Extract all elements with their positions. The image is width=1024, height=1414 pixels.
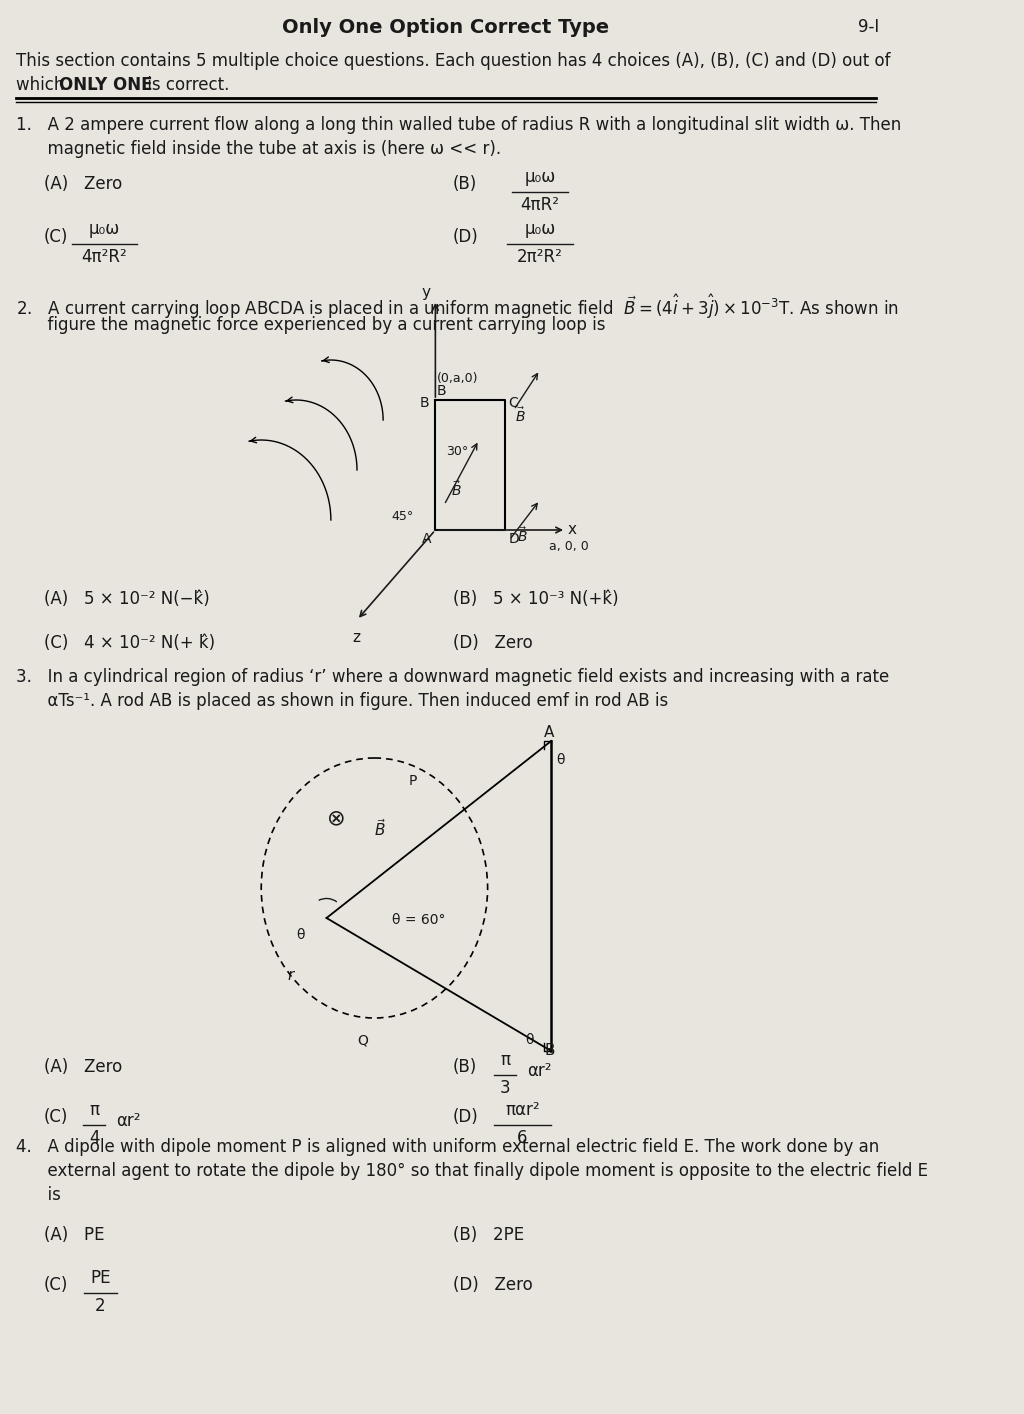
- Text: Only One Option Correct Type: Only One Option Correct Type: [283, 18, 609, 37]
- Text: $\vec{B}$: $\vec{B}$: [451, 479, 462, 499]
- Text: magnetic field inside the tube at axis is (here ω << r).: magnetic field inside the tube at axis i…: [15, 140, 501, 158]
- Text: (0,a,0): (0,a,0): [437, 372, 478, 385]
- Text: (A)   Zero: (A) Zero: [44, 175, 122, 192]
- Text: (B)   5 × 10⁻³ N(+k̂): (B) 5 × 10⁻³ N(+k̂): [453, 590, 618, 608]
- Text: ⊗: ⊗: [327, 807, 345, 829]
- Text: (B)   2PE: (B) 2PE: [453, 1226, 524, 1244]
- Text: 3: 3: [500, 1079, 510, 1097]
- Text: (C): (C): [44, 1275, 68, 1294]
- Text: αr²: αr²: [526, 1062, 551, 1080]
- Text: B: B: [437, 385, 446, 397]
- Text: This section contains 5 multiple choice questions. Each question has 4 choices (: This section contains 5 multiple choice …: [15, 52, 890, 71]
- Text: PE: PE: [90, 1268, 111, 1287]
- Text: παr²: παr²: [505, 1102, 540, 1118]
- Text: A: A: [422, 532, 431, 546]
- Text: (A)   Zero: (A) Zero: [44, 1058, 122, 1076]
- Text: external agent to rotate the dipole by 180° so that finally dipole moment is opp: external agent to rotate the dipole by 1…: [15, 1162, 928, 1181]
- Text: a, 0, 0: a, 0, 0: [549, 540, 589, 553]
- Text: 30°: 30°: [445, 445, 468, 458]
- Text: (C): (C): [44, 228, 68, 246]
- Text: y: y: [422, 286, 430, 300]
- Text: (A)   5 × 10⁻² N(−k̂): (A) 5 × 10⁻² N(−k̂): [44, 590, 209, 608]
- Text: $\vec{B}$: $\vec{B}$: [375, 819, 387, 839]
- Text: B: B: [544, 1044, 555, 1058]
- Text: (B): (B): [453, 175, 477, 192]
- Text: is correct.: is correct.: [142, 76, 229, 93]
- Text: (A)   PE: (A) PE: [44, 1226, 104, 1244]
- Text: 2.   A current carrying loop ABCDA is placed in a uniform magnetic field  $\vec{: 2. A current carrying loop ABCDA is plac…: [15, 293, 899, 321]
- Text: Q: Q: [357, 1034, 368, 1046]
- Text: which: which: [15, 76, 70, 93]
- Text: (B): (B): [453, 1058, 477, 1076]
- Text: 9-I: 9-I: [858, 18, 880, 35]
- Text: 4π²R²: 4π²R²: [82, 247, 127, 266]
- Text: $\vec{B}$: $\vec{B}$: [517, 526, 528, 544]
- Text: π: π: [89, 1102, 99, 1118]
- Text: μ₀ω: μ₀ω: [524, 221, 555, 238]
- Text: 4: 4: [89, 1128, 99, 1147]
- Text: is: is: [15, 1186, 60, 1203]
- Text: (D): (D): [453, 1109, 478, 1126]
- Text: θ: θ: [525, 1034, 534, 1046]
- Text: 2: 2: [95, 1297, 105, 1315]
- Text: ONLY ONE: ONLY ONE: [59, 76, 153, 93]
- Text: θ: θ: [556, 754, 565, 766]
- Text: $\vec{B}$: $\vec{B}$: [515, 406, 526, 424]
- Text: θ: θ: [296, 928, 304, 942]
- Text: z: z: [352, 631, 360, 645]
- Text: 4πR²: 4πR²: [520, 197, 559, 214]
- Text: 2π²R²: 2π²R²: [517, 247, 563, 266]
- Text: 45°: 45°: [392, 510, 414, 523]
- Text: C: C: [509, 396, 518, 410]
- Text: A: A: [544, 725, 555, 740]
- Text: αr²: αr²: [116, 1111, 140, 1130]
- Text: D: D: [509, 532, 519, 546]
- Text: 3.   In a cylindrical region of radius ‘r’ where a downward magnetic field exist: 3. In a cylindrical region of radius ‘r’…: [15, 667, 889, 686]
- Text: 1.   A 2 ampere current flow along a long thin walled tube of radius R with a lo: 1. A 2 ampere current flow along a long …: [15, 116, 901, 134]
- Text: (D)   Zero: (D) Zero: [453, 633, 532, 652]
- Text: P: P: [409, 773, 417, 788]
- Text: π: π: [500, 1051, 510, 1069]
- Text: μ₀ω: μ₀ω: [89, 221, 120, 238]
- Text: (C): (C): [44, 1109, 68, 1126]
- Text: (D): (D): [453, 228, 478, 246]
- Text: x: x: [567, 522, 577, 537]
- Text: μ₀ω: μ₀ω: [524, 168, 555, 187]
- Text: figure the magnetic force experienced by a current carrying loop is: figure the magnetic force experienced by…: [15, 315, 605, 334]
- Text: (D)   Zero: (D) Zero: [453, 1275, 532, 1294]
- Text: θ = 60°: θ = 60°: [392, 913, 445, 928]
- Text: (C)   4 × 10⁻² N(+ k̂): (C) 4 × 10⁻² N(+ k̂): [44, 633, 215, 652]
- Text: αTs⁻¹. A rod AB is placed as shown in figure. Then induced emf in rod AB is: αTs⁻¹. A rod AB is placed as shown in fi…: [15, 691, 668, 710]
- Text: 6: 6: [517, 1128, 527, 1147]
- Text: 4.   A dipole with dipole moment P is aligned with uniform external electric fie: 4. A dipole with dipole moment P is alig…: [15, 1138, 879, 1157]
- Text: r: r: [288, 969, 294, 983]
- Text: B: B: [420, 396, 429, 410]
